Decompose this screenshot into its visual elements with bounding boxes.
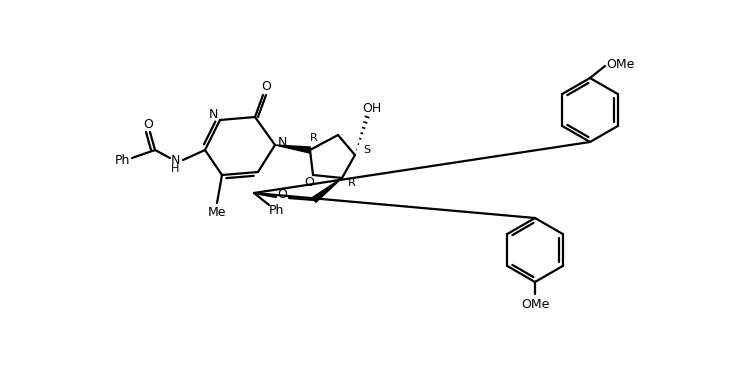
Text: R: R xyxy=(348,178,356,188)
Text: O: O xyxy=(143,119,153,131)
Text: R: R xyxy=(310,133,318,143)
Text: Ph: Ph xyxy=(268,204,284,218)
Text: N: N xyxy=(208,108,218,122)
Text: H: H xyxy=(171,164,179,174)
Text: OMe: OMe xyxy=(606,58,634,70)
Text: N: N xyxy=(277,135,287,149)
Text: O: O xyxy=(277,188,287,201)
Text: Ph: Ph xyxy=(115,154,129,168)
Text: N: N xyxy=(171,154,179,166)
Text: O: O xyxy=(261,81,271,93)
Text: S: S xyxy=(363,145,370,155)
Text: OH: OH xyxy=(362,103,381,115)
Text: OMe: OMe xyxy=(521,297,549,311)
Text: Me: Me xyxy=(208,205,226,219)
Polygon shape xyxy=(312,178,342,202)
Text: O: O xyxy=(304,177,314,189)
Polygon shape xyxy=(275,145,310,153)
